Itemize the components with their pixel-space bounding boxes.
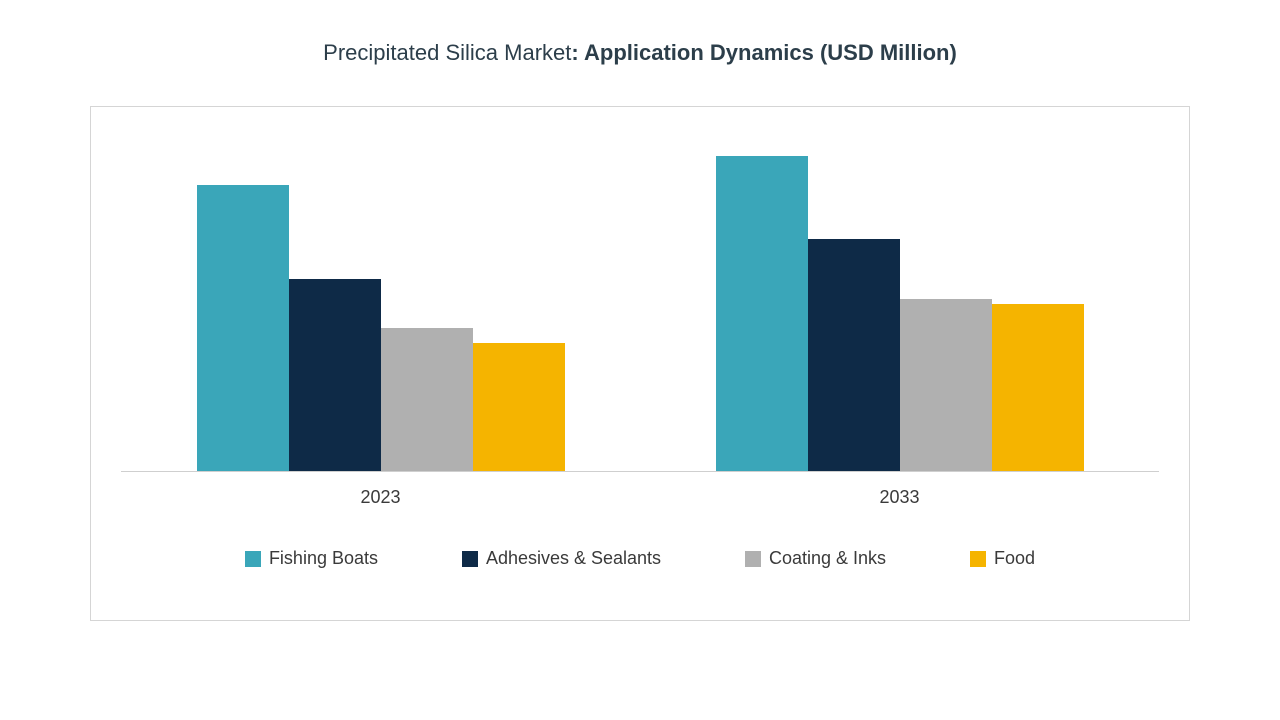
legend-item-1: Adhesives & Sealants	[462, 548, 661, 569]
legend-label-0: Fishing Boats	[269, 548, 378, 569]
bar-1-2	[900, 299, 992, 471]
plot-area	[121, 137, 1159, 472]
legend-swatch-0	[245, 551, 261, 567]
bar-0-3	[473, 343, 565, 471]
bar-1-0	[716, 156, 808, 471]
legend-swatch-2	[745, 551, 761, 567]
legend-label-3: Food	[994, 548, 1035, 569]
legend-label-2: Coating & Inks	[769, 548, 886, 569]
legend-item-2: Coating & Inks	[745, 548, 886, 569]
title-suffix: : Application Dynamics (USD Million)	[571, 40, 956, 65]
x-label-1: 2033	[716, 487, 1084, 508]
legend-swatch-3	[970, 551, 986, 567]
bar-1-1	[808, 239, 900, 471]
title-prefix: Precipitated Silica Market	[323, 40, 571, 65]
bar-0-2	[381, 328, 473, 471]
legend: Fishing Boats Adhesives & Sealants Coati…	[121, 548, 1159, 569]
bar-group-1	[716, 156, 1084, 471]
chart-title: Precipitated Silica Market: Application …	[0, 0, 1280, 86]
x-axis: 2023 2033	[121, 487, 1159, 508]
legend-item-0: Fishing Boats	[245, 548, 378, 569]
x-label-0: 2023	[197, 487, 565, 508]
bar-1-3	[992, 304, 1084, 472]
bar-groups	[121, 137, 1159, 471]
bar-group-0	[197, 185, 565, 471]
legend-item-3: Food	[970, 548, 1035, 569]
chart-container: 2023 2033 Fishing Boats Adhesives & Seal…	[90, 106, 1190, 621]
legend-swatch-1	[462, 551, 478, 567]
bar-0-0	[197, 185, 289, 471]
legend-label-1: Adhesives & Sealants	[486, 548, 661, 569]
bar-0-1	[289, 279, 381, 471]
